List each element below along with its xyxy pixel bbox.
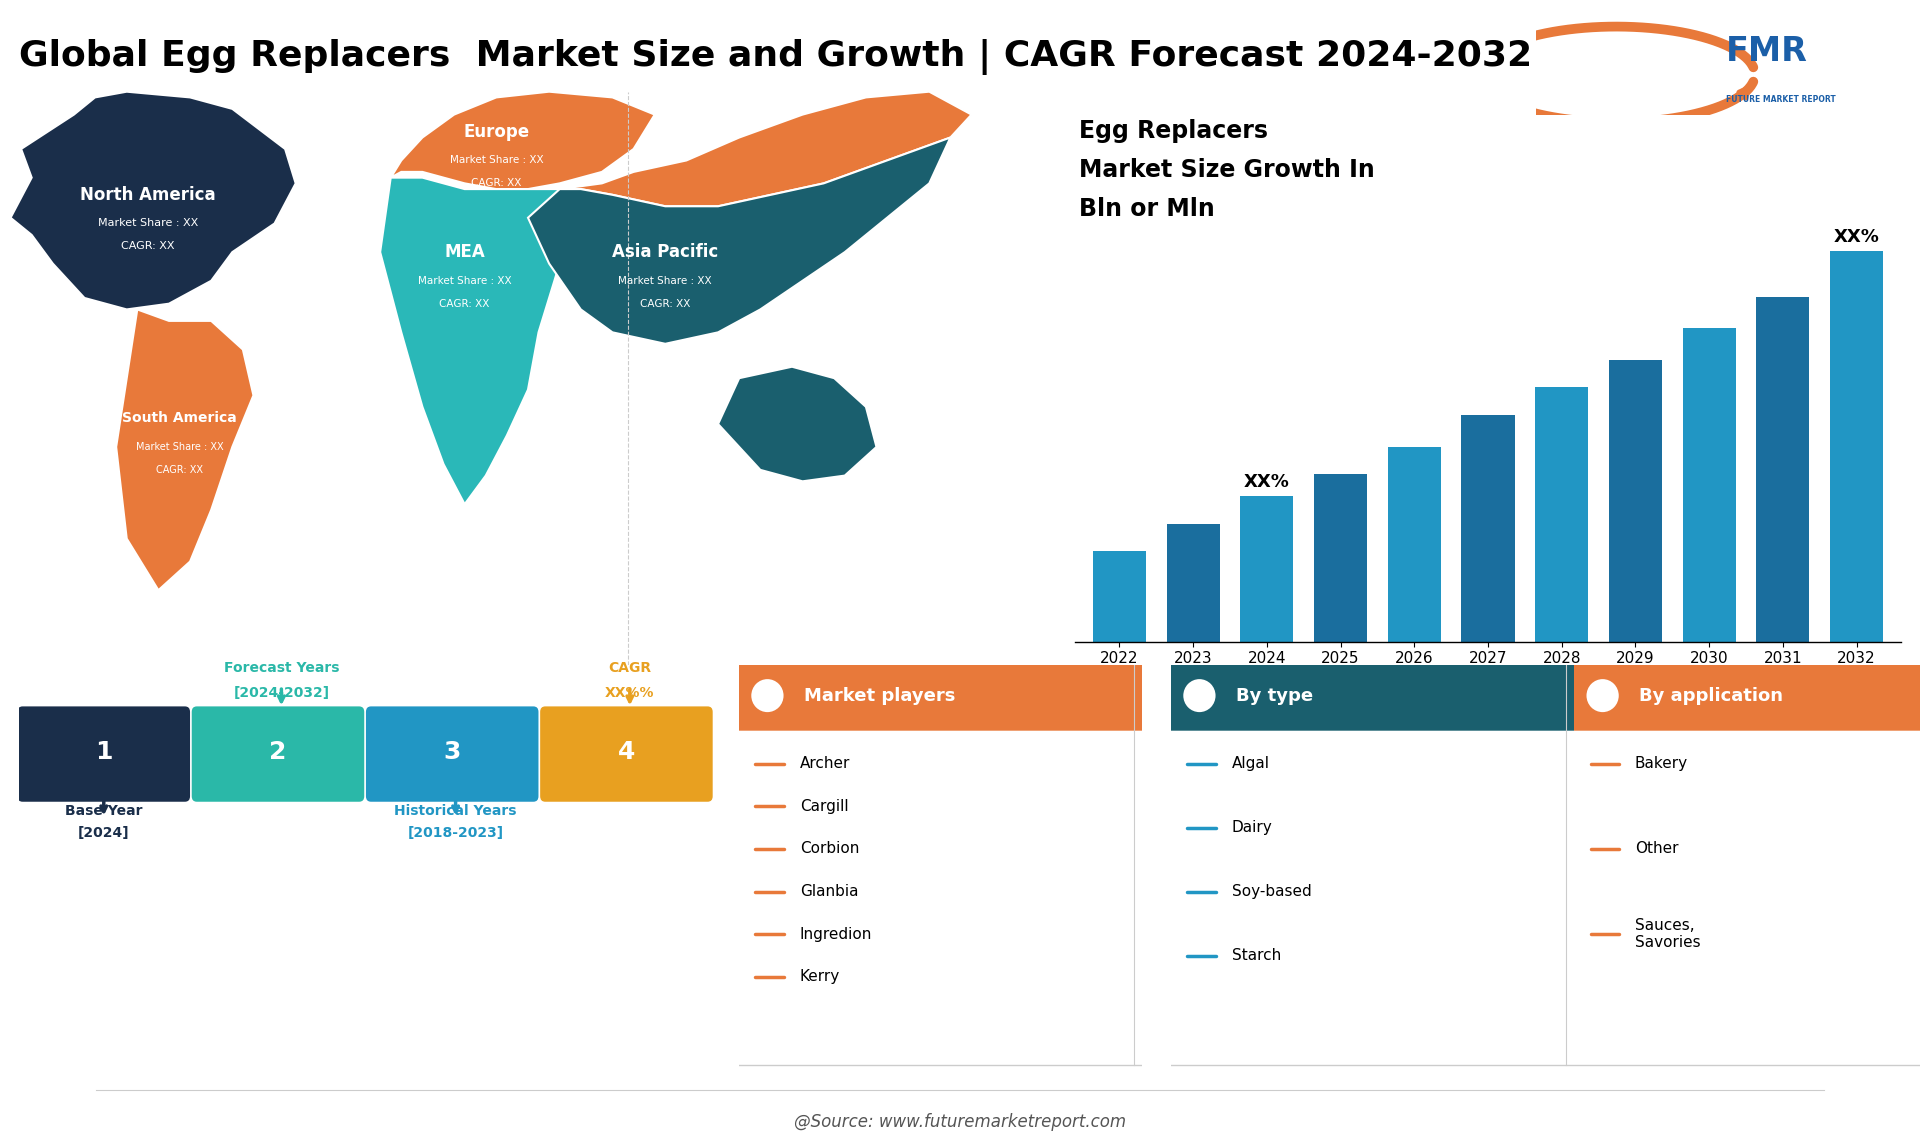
Polygon shape (12, 92, 296, 309)
Text: Bln or Mln: Bln or Mln (1079, 197, 1215, 220)
Text: Base Year: Base Year (65, 803, 142, 817)
Text: Dairy: Dairy (1233, 821, 1273, 835)
Text: XX%%: XX%% (605, 686, 655, 700)
Bar (1092, 551, 1146, 642)
Bar (1609, 360, 1663, 642)
Polygon shape (561, 92, 972, 206)
Text: XX%: XX% (1244, 473, 1290, 490)
Text: Market Share : XX: Market Share : XX (419, 276, 511, 285)
Text: North America: North America (81, 186, 215, 204)
Text: Asia Pacific: Asia Pacific (612, 243, 718, 261)
Text: CAGR: CAGR (609, 660, 651, 675)
Text: Egg Replacers: Egg Replacers (1079, 118, 1267, 142)
Text: Corbion: Corbion (801, 841, 858, 856)
Polygon shape (528, 138, 950, 344)
Text: Starch: Starch (1233, 948, 1281, 963)
Text: CAGR: XX: CAGR: XX (470, 179, 522, 188)
Text: Market Share : XX: Market Share : XX (136, 442, 223, 452)
Text: FUTURE MARKET REPORT: FUTURE MARKET REPORT (1726, 95, 1836, 104)
Polygon shape (380, 178, 570, 504)
Bar (1757, 297, 1809, 642)
Bar (1461, 415, 1515, 642)
Polygon shape (392, 92, 655, 189)
Text: Kerry: Kerry (801, 970, 839, 984)
Circle shape (1586, 680, 1619, 712)
Bar (1388, 447, 1440, 642)
Text: CAGR: XX: CAGR: XX (440, 299, 490, 308)
Text: Cargill: Cargill (801, 799, 849, 814)
Text: Archer: Archer (801, 756, 851, 771)
Text: Forecast Years: Forecast Years (223, 660, 340, 675)
Text: CAGR: XX: CAGR: XX (639, 299, 691, 308)
Text: CAGR: XX: CAGR: XX (121, 242, 175, 251)
Circle shape (1584, 48, 1649, 71)
Text: FMR: FMR (1726, 36, 1807, 69)
Text: Bakery: Bakery (1634, 756, 1688, 771)
Text: Europe: Europe (463, 123, 530, 141)
Text: 3: 3 (444, 740, 461, 764)
Text: MEA: MEA (444, 243, 486, 261)
Text: Other: Other (1634, 841, 1678, 856)
Text: Market Share : XX: Market Share : XX (449, 156, 543, 165)
Text: 2: 2 (269, 740, 286, 764)
Text: 1: 1 (94, 740, 113, 764)
Bar (1167, 524, 1219, 642)
FancyBboxPatch shape (540, 706, 712, 802)
Text: South America: South America (123, 411, 236, 425)
Text: By application: By application (1640, 686, 1784, 705)
Bar (1536, 387, 1588, 642)
Text: [2024]: [2024] (79, 825, 129, 840)
Text: By type: By type (1236, 686, 1313, 705)
Text: XX%: XX% (1834, 228, 1880, 246)
Bar (1240, 496, 1294, 642)
Circle shape (751, 680, 783, 712)
FancyBboxPatch shape (17, 706, 190, 802)
Text: Ingredion: Ingredion (801, 927, 872, 942)
Text: Market Share : XX: Market Share : XX (618, 276, 712, 285)
Bar (1830, 251, 1884, 642)
FancyBboxPatch shape (732, 660, 1150, 731)
Bar (1313, 473, 1367, 642)
Text: Historical Years: Historical Years (394, 803, 516, 817)
Text: Soy-based: Soy-based (1233, 884, 1311, 900)
Text: Market Size Growth In: Market Size Growth In (1079, 157, 1375, 181)
FancyBboxPatch shape (192, 706, 365, 802)
FancyBboxPatch shape (367, 706, 538, 802)
Text: Market players: Market players (804, 686, 954, 705)
Circle shape (1183, 680, 1215, 712)
Text: 4: 4 (618, 740, 636, 764)
Text: Algal: Algal (1233, 756, 1269, 771)
Text: Sauces,
Savories: Sauces, Savories (1634, 918, 1701, 950)
FancyBboxPatch shape (1164, 660, 1582, 731)
Text: @Source: www.futuremarketreport.com: @Source: www.futuremarketreport.com (795, 1113, 1125, 1131)
Polygon shape (115, 309, 253, 590)
Text: [2024-2032]: [2024-2032] (234, 686, 330, 700)
Text: Market Share : XX: Market Share : XX (98, 219, 198, 228)
Text: CAGR: XX: CAGR: XX (156, 465, 204, 474)
FancyBboxPatch shape (1567, 660, 1920, 731)
Text: Global Egg Replacers  Market Size and Growth | CAGR Forecast 2024-2032: Global Egg Replacers Market Size and Gro… (19, 39, 1532, 76)
Bar (1682, 329, 1736, 642)
Polygon shape (718, 367, 876, 481)
Text: Glanbia: Glanbia (801, 884, 858, 900)
Text: [2018-2023]: [2018-2023] (407, 825, 503, 840)
